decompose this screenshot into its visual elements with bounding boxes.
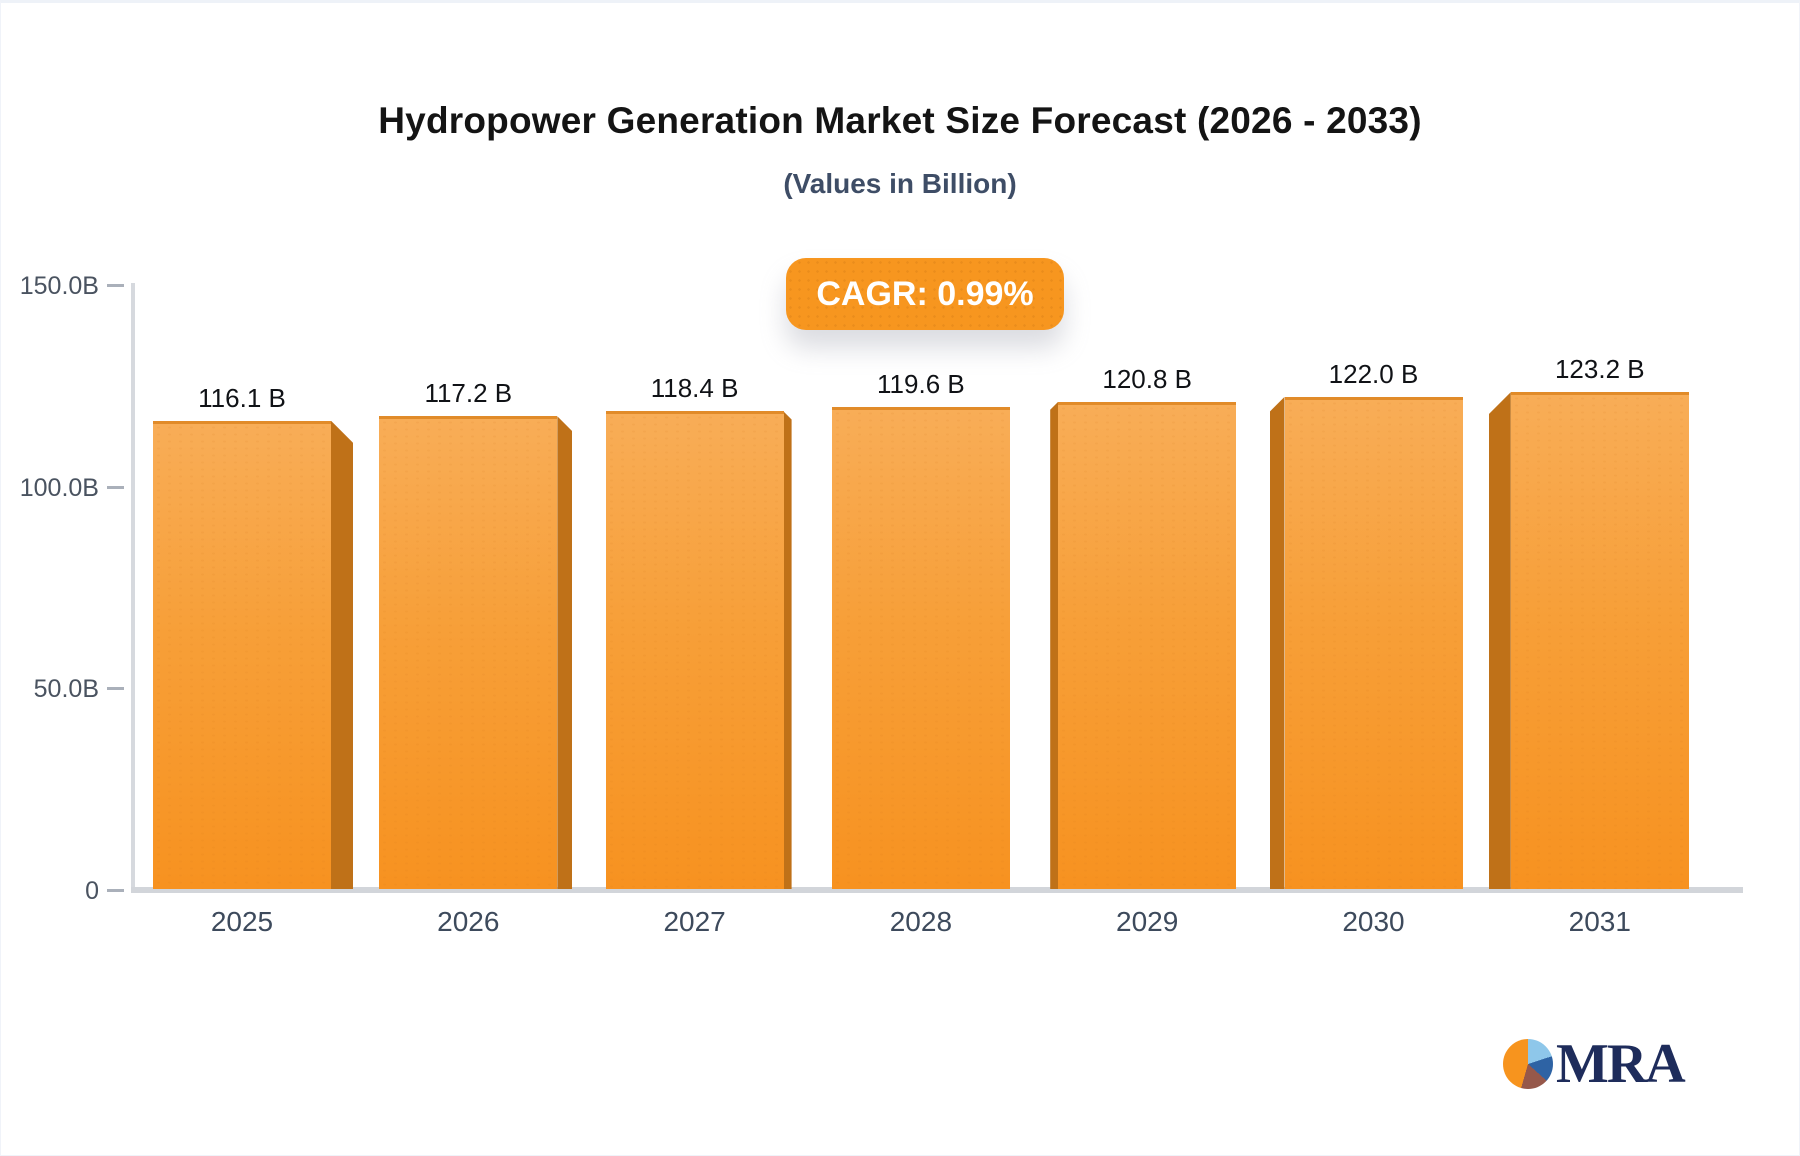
bar-side-3d (331, 420, 353, 889)
bar-2028 (831, 406, 1010, 889)
y-axis-tick-label: 100.0B (19, 473, 99, 502)
x-axis-label: 2031 (1568, 906, 1631, 937)
bar-2031 (1510, 392, 1689, 889)
chart-subtitle: (Values in Billion) (783, 168, 1017, 199)
x-axis-label: 2030 (1342, 906, 1405, 937)
x-axis-label: 2028 (889, 906, 953, 937)
y-axis-tick (107, 485, 124, 489)
x-axis-line (131, 887, 1743, 893)
y-axis-tick (107, 687, 124, 691)
bar-2030 (1284, 396, 1463, 889)
bar-value-label: 119.6 B (877, 368, 965, 399)
cagr-badge: CAGR: 0.99% (786, 258, 1064, 330)
x-axis-label: 2025 (210, 906, 274, 937)
x-axis-label: 2029 (1116, 906, 1179, 937)
bar-2027 (605, 411, 784, 889)
bar-side-3d (1050, 401, 1059, 889)
bar-value-label: 116.1 B (198, 382, 286, 413)
cagr-badge-label: CAGR: 0.99% (816, 274, 1034, 313)
brand-logo: MRA (1503, 1033, 1686, 1095)
bar-value-label: 123.2 B (1554, 354, 1645, 385)
y-axis-tick-label: 0 (85, 877, 99, 905)
bar-side-3d (557, 416, 573, 889)
brand-logo-text: MRA (1556, 1033, 1686, 1095)
y-axis-tick (107, 284, 124, 287)
y-axis-tick-label: 150.0B (19, 272, 99, 300)
bar-side-3d (1488, 392, 1511, 889)
y-axis-tick-label: 50.0B (33, 675, 99, 704)
mra-pie-logo-icon (1503, 1039, 1553, 1089)
y-axis-tick (107, 889, 124, 892)
x-axis-label: 2026 (437, 906, 500, 937)
bar-value-label: 118.4 B (650, 373, 739, 404)
chart-title: Hydropower Generation Market Size Foreca… (378, 100, 1422, 141)
bar-value-label: 120.8 B (1102, 363, 1192, 394)
y-axis-line (131, 283, 135, 891)
bar-side-3d (783, 411, 792, 889)
bar-2029 (1058, 401, 1237, 889)
bar-value-label: 122.0 B (1328, 358, 1419, 389)
bar-2026 (379, 416, 558, 889)
bar-side-3d (1269, 396, 1285, 889)
bar-value-label: 117.2 B (424, 378, 513, 409)
bar-2025 (153, 420, 331, 889)
x-axis-label: 2027 (663, 906, 726, 937)
